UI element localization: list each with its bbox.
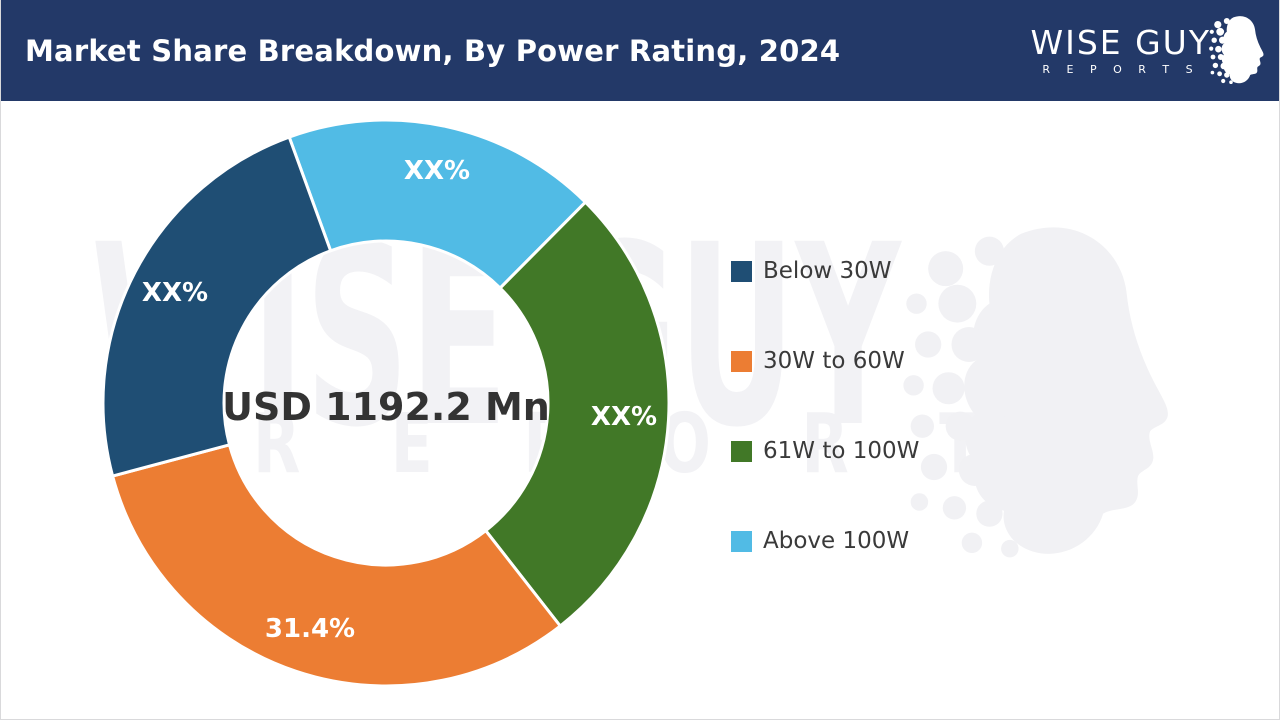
legend-swatch <box>731 531 752 552</box>
legend-swatch <box>731 441 752 462</box>
legend-label: 30W to 60W <box>763 348 905 374</box>
donut-segment-61w-to-100w <box>483 200 671 629</box>
watermark-face-icon <box>903 227 1168 558</box>
logo-face-icon <box>1209 15 1264 84</box>
donut-segment-below-30w <box>101 135 333 478</box>
page-title: Market Share Breakdown, By Power Rating,… <box>25 33 841 68</box>
legend-label: 61W to 100W <box>763 438 920 464</box>
logo-title: WISE GUY <box>1030 22 1211 62</box>
legend-label: Below 30W <box>763 258 892 284</box>
chart-center-value: USD 1192.2 Mn <box>222 385 550 429</box>
donut-segment-above-100w <box>287 118 588 291</box>
legend-item-above-100w: Above 100W <box>731 528 919 555</box>
legend-label: Above 100W <box>763 528 910 554</box>
chart-legend: Below 30W 30W to 60W 61W to 100W Above 100W <box>731 258 919 618</box>
donut-segment-30w-to-60w <box>110 442 563 688</box>
header: Market Share Breakdown, By Power Rating,… <box>1 0 1279 101</box>
legend-item-61w-to-100w: 61W to 100W <box>731 438 919 465</box>
slice-label-above-100w: XX% <box>403 156 471 186</box>
slice-label-below-30w: XX% <box>141 278 209 308</box>
logo-subtitle: R E P O R T S <box>1042 62 1200 76</box>
legend-item-30w-to-60w: 30W to 60W <box>731 348 919 375</box>
donut-chart <box>101 118 671 688</box>
slice-label-30w-to-60w: 31.4% <box>264 614 356 644</box>
wise-guy-logo: WISE GUY R E P O R T S <box>1030 11 1267 91</box>
legend-swatch <box>731 351 752 372</box>
slice-label-61w-to-100w: XX% <box>590 402 658 432</box>
legend-swatch <box>731 261 752 282</box>
legend-item-below-30w: Below 30W <box>731 258 919 285</box>
